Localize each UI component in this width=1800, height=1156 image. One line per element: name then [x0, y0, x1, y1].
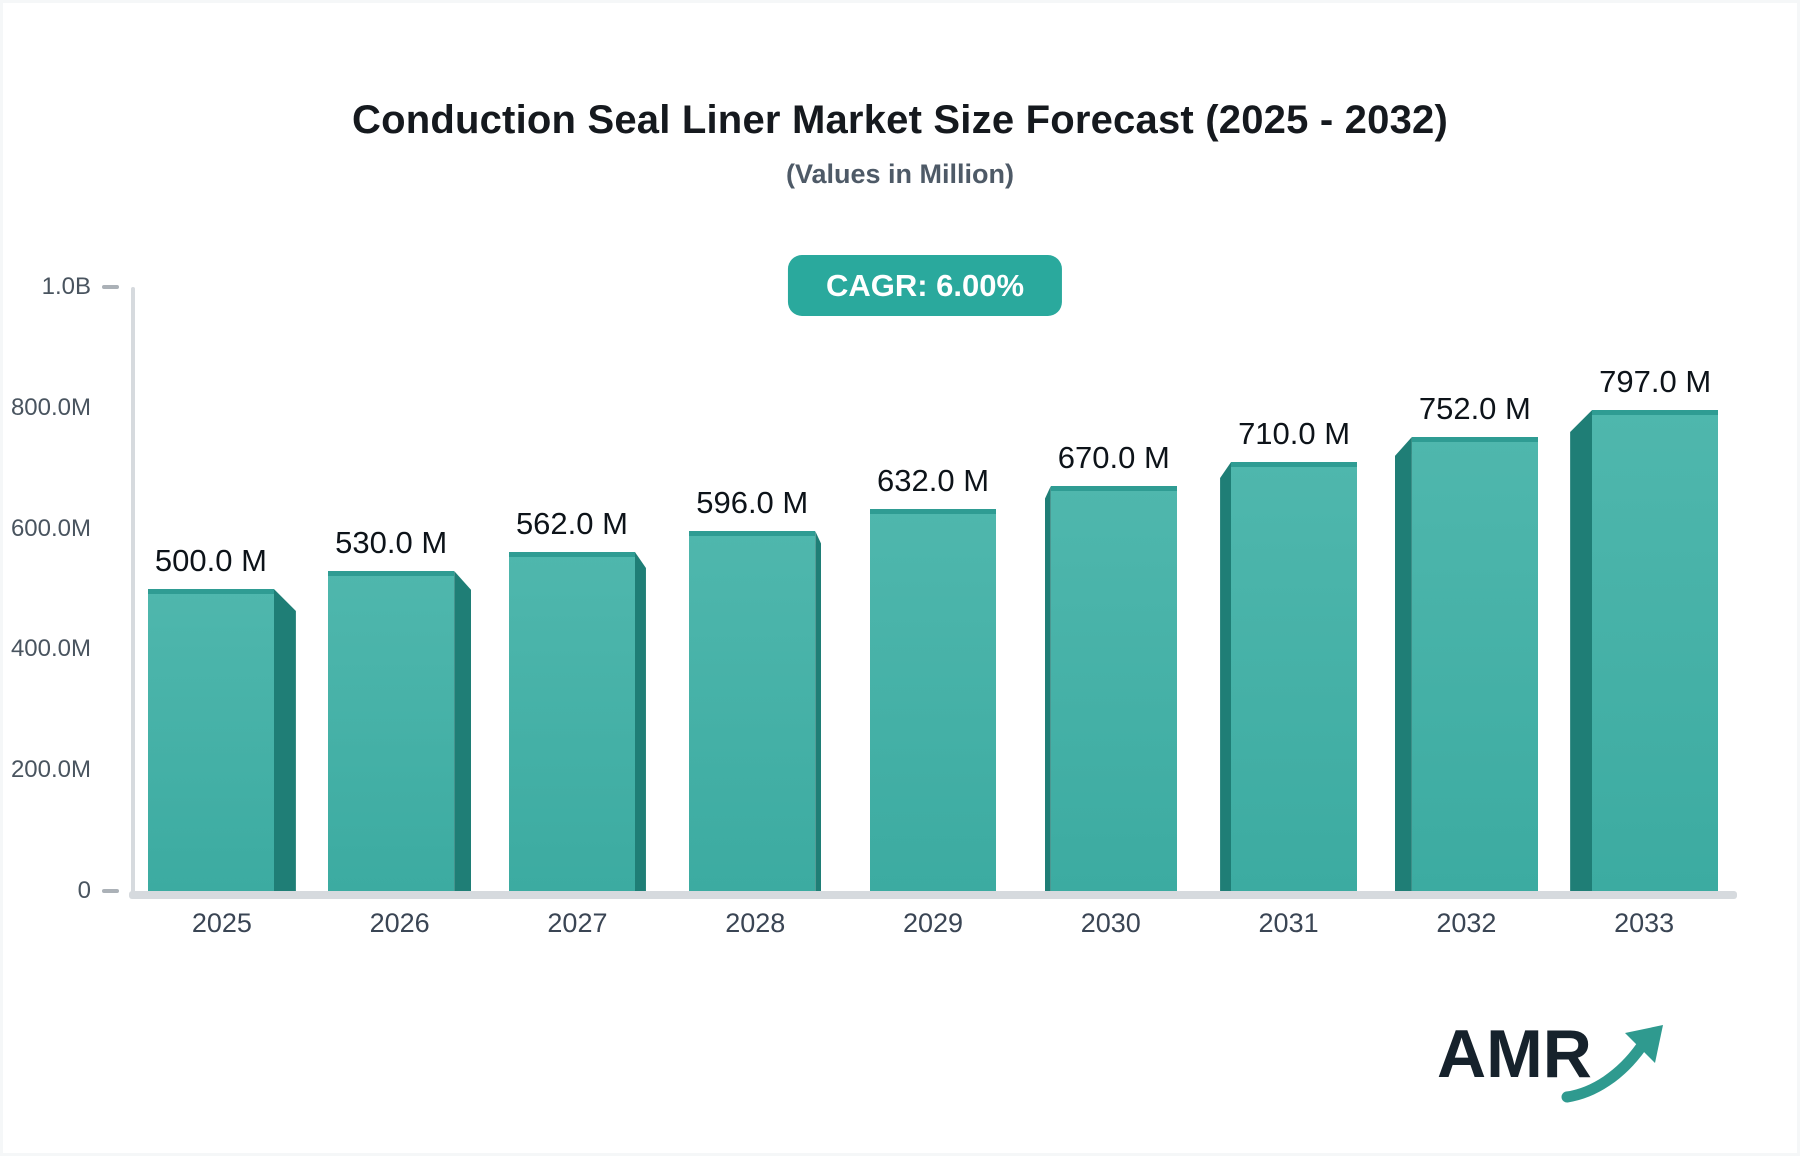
- bar-2028: 596.0 M: [689, 485, 822, 891]
- bar-side-panel: [1570, 410, 1593, 891]
- x-axis-label-2026: 2026: [369, 908, 430, 938]
- bar-top-cap: [508, 552, 635, 557]
- y-tick-label: 200.0M: [10, 756, 91, 784]
- bar-2030: 670.0 M: [1044, 440, 1177, 891]
- bar-side-panel: [1394, 437, 1412, 891]
- bar-top-cap: [328, 571, 455, 576]
- bar-slot-2032: 752.0 M 2032: [1377, 253, 1555, 938]
- amr-logo-arrow-swoosh: [1561, 1041, 1647, 1103]
- bar-slot-2029: 632.0 M 2029: [844, 253, 1022, 938]
- bar-slot-2031: 710.0 M 2031: [1200, 253, 1378, 938]
- bar-value-label: 530.0 M: [335, 525, 448, 560]
- amr-logo-text: AMR: [1437, 1016, 1592, 1092]
- x-axis-label-2032: 2032: [1436, 908, 1497, 938]
- bar-top-cap: [689, 531, 816, 536]
- y-axis-line: [131, 287, 135, 899]
- y-tick-label: 400.0M: [10, 635, 91, 663]
- bar-value-label: 596.0 M: [696, 485, 809, 520]
- bar-2033: 797.0 M: [1570, 364, 1719, 891]
- bar-side-panel: [815, 531, 822, 891]
- bar-side-panel: [634, 552, 646, 891]
- bar-slot-2030: 670.0 M 2030: [1022, 253, 1200, 938]
- bar-2025: 500.0 M: [147, 543, 296, 891]
- bar-value-label: 670.0 M: [1057, 440, 1170, 475]
- x-axis-label-2025: 2025: [191, 908, 252, 938]
- y-tick-dash: [102, 285, 119, 289]
- bar-top-cap: [1050, 486, 1177, 491]
- bar-face: [147, 589, 274, 891]
- bar-value-label: 632.0 M: [877, 463, 990, 498]
- bar-value-label: 710.0 M: [1238, 416, 1351, 451]
- bar-face: [689, 531, 816, 891]
- x-axis-label-2031: 2031: [1258, 908, 1319, 938]
- x-axis-label-2028: 2028: [725, 908, 786, 938]
- x-axis-label-2030: 2030: [1080, 908, 1141, 938]
- bar-face: [870, 509, 997, 891]
- bar-value-label: 797.0 M: [1599, 364, 1712, 399]
- y-tick-label: 1.0B: [41, 273, 91, 300]
- bar-2029: 632.0 M: [870, 463, 997, 891]
- bar-slot-2033: 797.0 M 2033: [1555, 253, 1733, 938]
- bar-2026: 530.0 M: [328, 525, 472, 891]
- bar-face: [508, 552, 635, 891]
- bar-side-panel: [273, 589, 296, 891]
- x-axis-label-2027: 2027: [547, 908, 608, 938]
- bar-top-cap: [870, 509, 997, 514]
- bar-face: [1411, 437, 1538, 891]
- bar-face: [328, 571, 455, 891]
- bar-top-cap: [1411, 437, 1538, 442]
- bar-top-cap: [1231, 462, 1358, 467]
- bar-side-panel: [454, 571, 472, 891]
- chart-title: Conduction Seal Liner Market Size Foreca…: [351, 98, 1448, 142]
- y-tick-label: 0: [77, 877, 91, 904]
- bar-2031: 710.0 M: [1220, 416, 1358, 891]
- y-tick-label: 600.0M: [10, 514, 91, 542]
- bar-face: [1231, 462, 1358, 891]
- chart-subtitle: (Values in Million): [785, 159, 1015, 189]
- chart-header: Conduction Seal Liner Market Size Foreca…: [3, 3, 1797, 190]
- cagr-badge: CAGR: 6.00%: [787, 255, 1063, 316]
- bar-chart: 1.0B 800.0M 600.0M 400.0M 200.0M 0 500.0 M 202…: [3, 253, 1800, 973]
- x-axis-label-2033: 2033: [1614, 908, 1675, 938]
- x-axis-label-2029: 2029: [902, 908, 964, 938]
- bar-2032: 752.0 M: [1394, 391, 1538, 891]
- bar-slot-2025: 500.0 M 2025: [133, 253, 311, 938]
- amr-logo-arrow-head: [1625, 1025, 1663, 1063]
- bar-slot-2027: 562.0 M 2027: [489, 253, 667, 938]
- bar-top-cap: [1592, 410, 1719, 415]
- bar-value-label: 562.0 M: [515, 506, 628, 541]
- bar-face: [1592, 410, 1719, 891]
- bar-value-label: 752.0 M: [1418, 391, 1531, 426]
- bars-container: 500.0 M 2025 530.0 M 2026 562.0 M 2027 596.0 M…: [133, 253, 1733, 938]
- amr-logo: AMR: [1437, 1016, 1663, 1103]
- bar-slot-2028: 596.0 M 2028: [666, 253, 844, 938]
- x-axis-baseline: [129, 891, 1737, 899]
- bar-top-cap: [147, 589, 274, 594]
- bar-value-label: 500.0 M: [154, 543, 267, 578]
- y-tick-dash: [102, 889, 119, 893]
- bar-face: [1050, 486, 1177, 891]
- y-tick-label: 800.0M: [10, 393, 91, 421]
- bar-slot-2026: 530.0 M 2026: [311, 253, 489, 938]
- bar-side-panel: [1220, 462, 1232, 891]
- bar-2027: 562.0 M: [508, 506, 646, 891]
- bar-side-panel: [1044, 486, 1051, 891]
